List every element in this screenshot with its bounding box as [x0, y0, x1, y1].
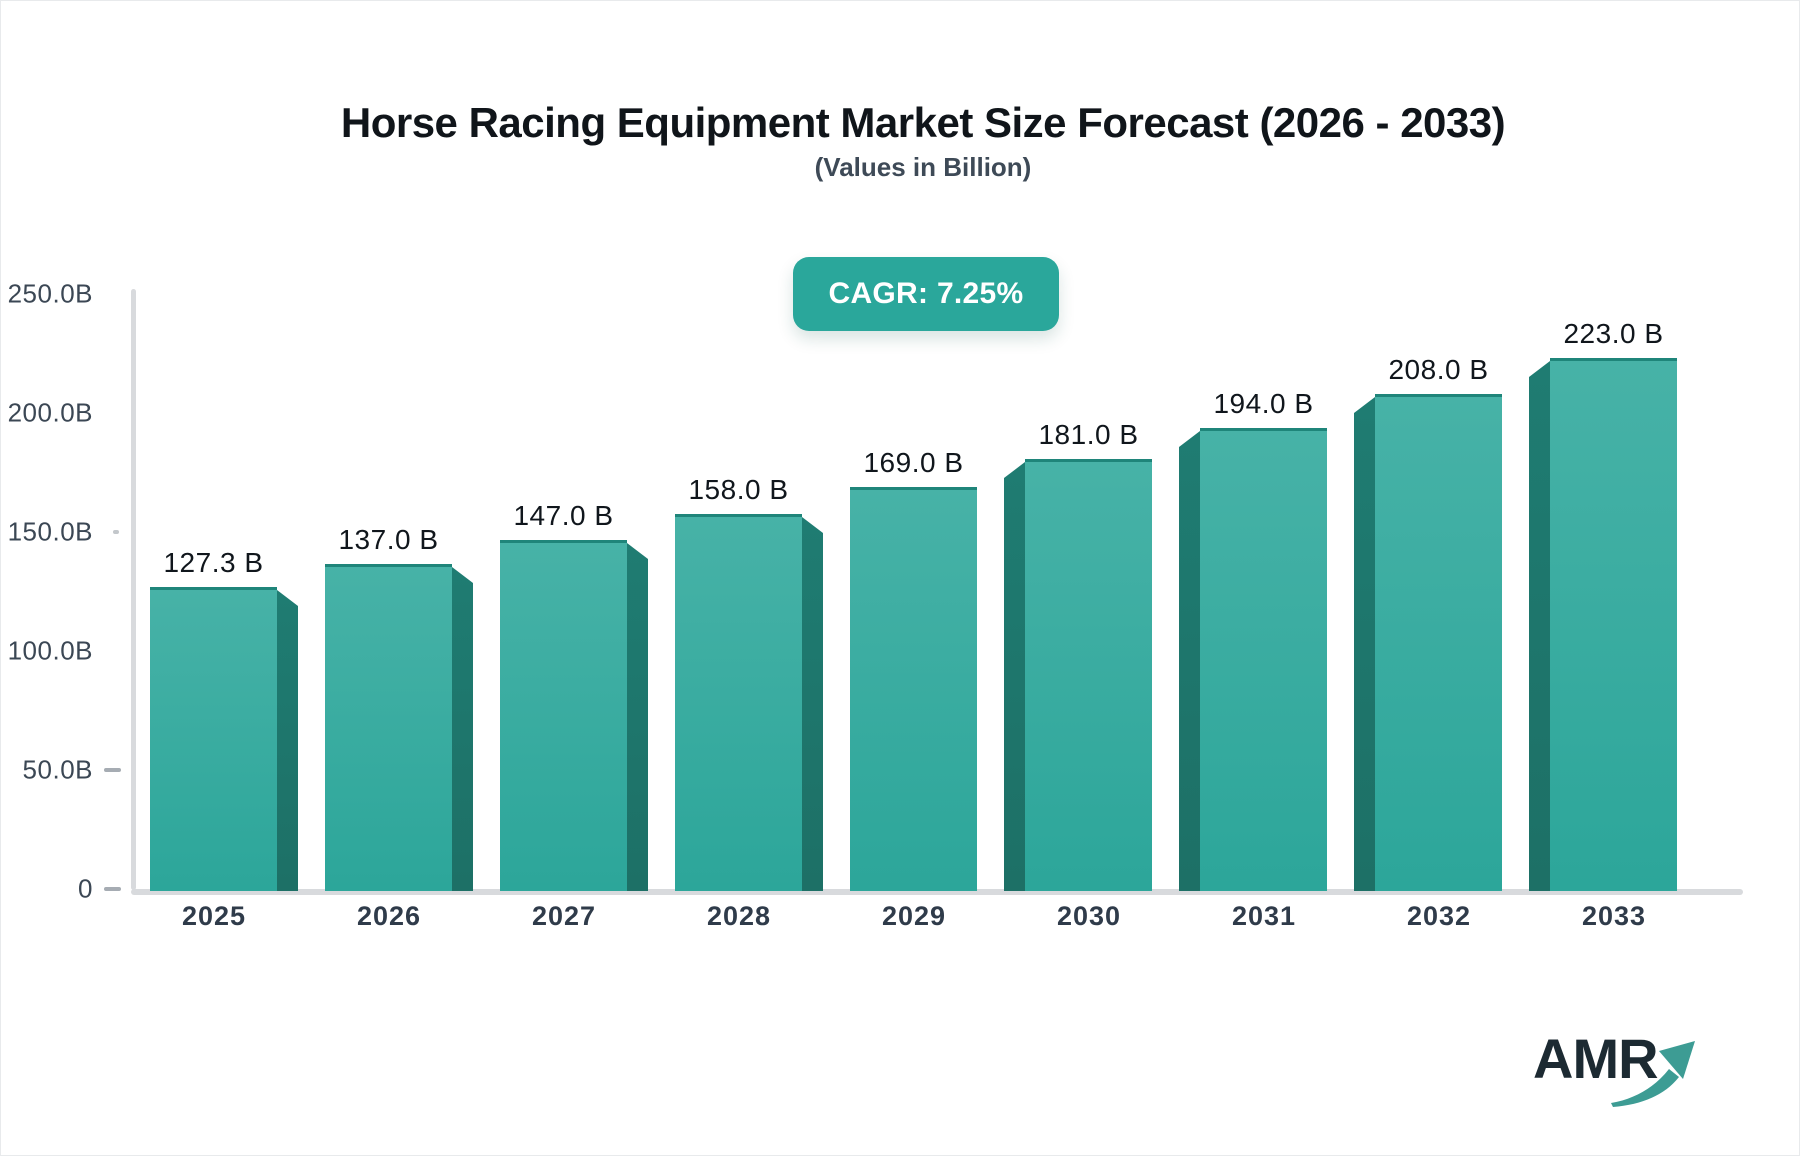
x-axis-label-2028: 2028: [706, 901, 772, 931]
amr-logo: AMR: [1533, 1029, 1743, 1124]
bar-value-label: 147.0 B: [513, 500, 614, 531]
y-axis-label-100.0B: 100.0B: [7, 635, 93, 666]
x-axis-label-2031: 2031: [1231, 901, 1297, 931]
y-axis-tick-mark: [104, 887, 121, 891]
chart-title: Horse Racing Equipment Market Size Forec…: [340, 99, 1506, 146]
cagr-badge: CAGR: 7.25%: [793, 257, 1059, 331]
bar-value-label: 137.0 B: [338, 524, 439, 555]
bar-side-face: [627, 543, 648, 891]
x-axis-label-2029: 2029: [881, 901, 947, 931]
y-axis-label-250.0B: 250.0B: [7, 278, 93, 309]
bar-side-face: [277, 590, 298, 891]
x-axis-label-2027: 2027: [531, 901, 597, 931]
x-axis-label-2032: 2032: [1406, 901, 1472, 931]
bar-2027[interactable]: 147.0 B: [500, 500, 648, 891]
y-axis-label-150.0B: 150.0B: [7, 516, 93, 547]
bar-value-label: 194.0 B: [1213, 388, 1314, 419]
y-axis-label-200.0B: 200.0B: [7, 397, 93, 428]
bar-2032[interactable]: 208.0 B: [1354, 354, 1502, 891]
bar-value-label: 223.0 B: [1563, 318, 1664, 349]
bar-2029[interactable]: 169.0 B: [850, 447, 977, 891]
bar-side-face: [452, 567, 473, 891]
x-axis-label-2025: 2025: [181, 901, 247, 931]
bar-value-label: 127.3 B: [163, 547, 264, 578]
y-axis-label-0: 0: [78, 873, 93, 904]
bar-2033[interactable]: 223.0 B: [1529, 318, 1677, 891]
bar-value-label: 169.0 B: [863, 447, 964, 478]
x-axis-label-2033: 2033: [1581, 901, 1647, 931]
bar-2031[interactable]: 194.0 B: [1179, 388, 1327, 891]
x-axis-label-2030: 2030: [1056, 901, 1122, 931]
bar-2028[interactable]: 158.0 B: [675, 474, 823, 891]
chart-subtitle: (Values in Billion): [814, 152, 1032, 182]
y-axis-tick-mark: [113, 530, 119, 534]
bar-side-face: [1179, 431, 1200, 891]
bar-2030[interactable]: 181.0 B: [1004, 419, 1152, 891]
amr-logo-text: AMR: [1533, 1027, 1659, 1090]
chart-header: Horse Racing Equipment Market Size Forec…: [121, 1, 1725, 201]
bar-side-face: [1004, 462, 1025, 891]
bar-value-label: 181.0 B: [1038, 419, 1139, 450]
y-axis-tick-mark: [104, 768, 121, 772]
bar-side-face: [1354, 397, 1375, 891]
bar-side-face: [802, 517, 823, 891]
y-axis-line: [131, 289, 136, 890]
bar-value-label: 158.0 B: [688, 474, 789, 505]
bar-2025[interactable]: 127.3 B: [150, 547, 298, 891]
bar-side-face: [1529, 361, 1550, 891]
x-axis-label-2026: 2026: [356, 901, 422, 931]
x-axis-line: [131, 889, 1743, 895]
bar-2026[interactable]: 137.0 B: [325, 524, 473, 891]
growth-arrow-icon: [1611, 1041, 1695, 1107]
y-axis-label-50.0B: 50.0B: [22, 754, 93, 785]
bar-value-label: 208.0 B: [1388, 354, 1489, 385]
